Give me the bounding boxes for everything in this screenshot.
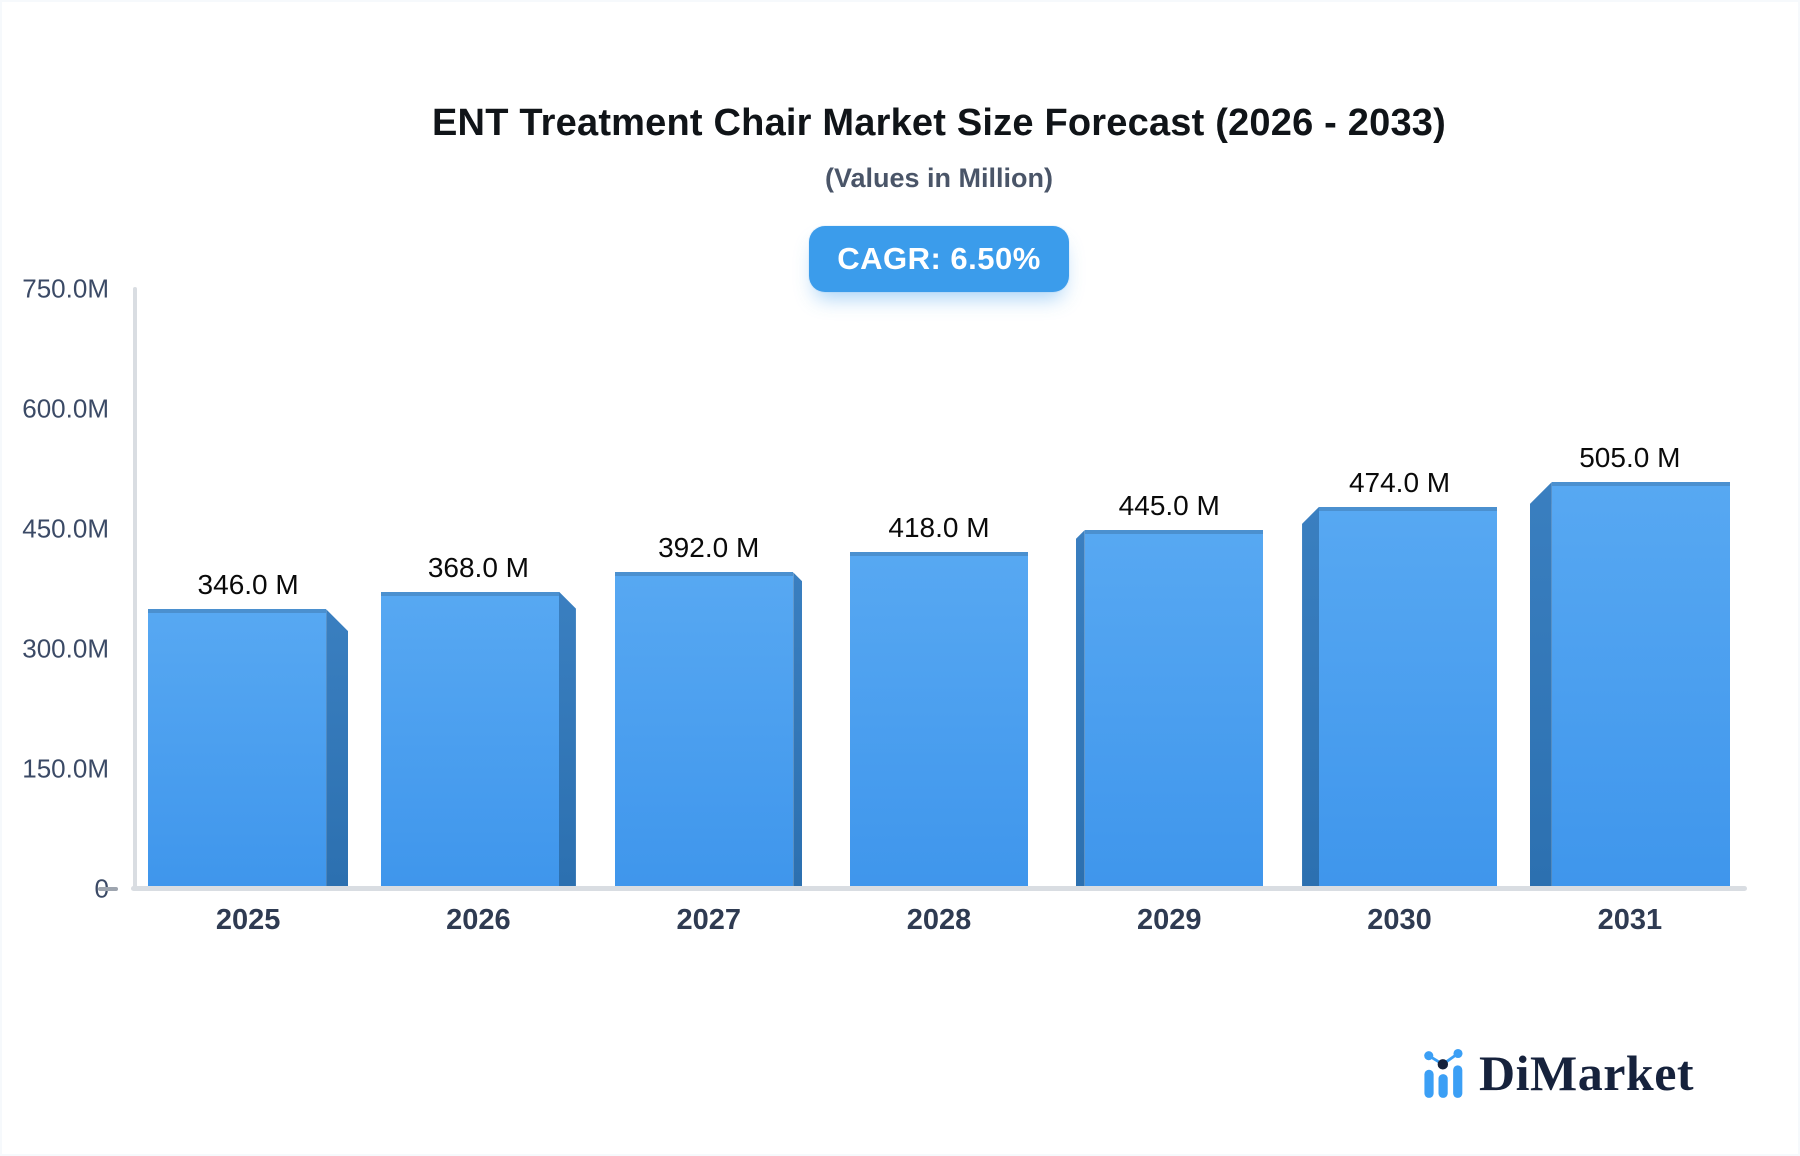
bar-front-face [1319, 506, 1498, 886]
bar-slot: 445.0 M [1054, 289, 1284, 886]
logo-text: DiMarket [1479, 1045, 1695, 1101]
x-tick-label: 2030 [1367, 904, 1432, 936]
bar-front-face [380, 591, 559, 886]
bar-side-face [558, 591, 576, 886]
x-tick-label: 2025 [215, 904, 281, 936]
bar-value-label: 368.0 M [427, 551, 529, 583]
bars-area: 346.0 M 368.0 M 392.0 M 418.0 M 445.0 M 474.0… [133, 289, 1745, 886]
bar-slot: 474.0 M [1284, 289, 1514, 886]
bar-slot: 392.0 M [594, 289, 824, 886]
bar-slot: 346.0 M [133, 289, 363, 886]
x-tick-label: 2027 [676, 904, 741, 936]
chart-header: ENT Treatment Chair Market Size Forecast… [133, 2, 1745, 292]
bar-chart-logo-icon [1424, 1048, 1463, 1098]
y-tick-label: 750.0M [22, 273, 109, 304]
x-axis-line [131, 886, 1747, 891]
bar-side-face [1302, 506, 1320, 886]
bar-front-face [148, 609, 327, 886]
y-tick-label: 600.0M [22, 393, 109, 424]
bar-value-label: 445.0 M [1118, 490, 1220, 521]
chart-title: ENT Treatment Chair Market Size Forecast… [432, 102, 1446, 144]
y-tick-label: 450.0M [22, 513, 109, 544]
bar [1075, 530, 1263, 886]
bar-front-face [615, 572, 794, 886]
x-tick-label: 2028 [906, 904, 972, 936]
x-tick-label: 2029 [1137, 904, 1202, 936]
bar-side-face [1075, 530, 1085, 886]
dimarket-logo: DiMarket [1423, 1044, 1694, 1102]
x-tick-label: 2026 [446, 904, 511, 936]
bar-front-face [1551, 482, 1730, 886]
bar [615, 572, 803, 886]
y-tick-label: 300.0M [22, 633, 109, 664]
bar [148, 609, 349, 886]
bar-slot: 418.0 M [824, 289, 1054, 886]
bar [380, 591, 576, 886]
y-tick-label: 150.0M [22, 753, 109, 784]
x-tick-label: 2031 [1597, 904, 1663, 936]
zero-tick-dash [98, 887, 118, 891]
bar-front-face [849, 551, 1028, 886]
bar-side-face [1529, 482, 1552, 886]
bar-value-label: 418.0 M [888, 511, 990, 543]
x-axis-labels: 2025 2026 2027 2028 2029 2030 2031 [133, 904, 1745, 937]
chart-subtitle: (Values in Million) [824, 163, 1054, 193]
bar-side-face [793, 572, 803, 886]
cagr-badge: CAGR: 6.50% [809, 226, 1069, 292]
bar-side-face [326, 609, 349, 886]
bar-value-label: 392.0 M [658, 532, 760, 564]
bar-value-label: 474.0 M [1348, 466, 1451, 498]
bar-value-label: 346.0 M [197, 569, 299, 601]
bar [1529, 482, 1730, 886]
bar [849, 551, 1028, 886]
bar-front-face [1084, 530, 1263, 886]
bar [1302, 506, 1498, 886]
y-axis-line [133, 287, 137, 891]
bar-slot: 368.0 M [363, 289, 593, 886]
bar-value-label: 505.0 M [1579, 442, 1681, 473]
bar-slot: 505.0 M [1515, 289, 1745, 886]
